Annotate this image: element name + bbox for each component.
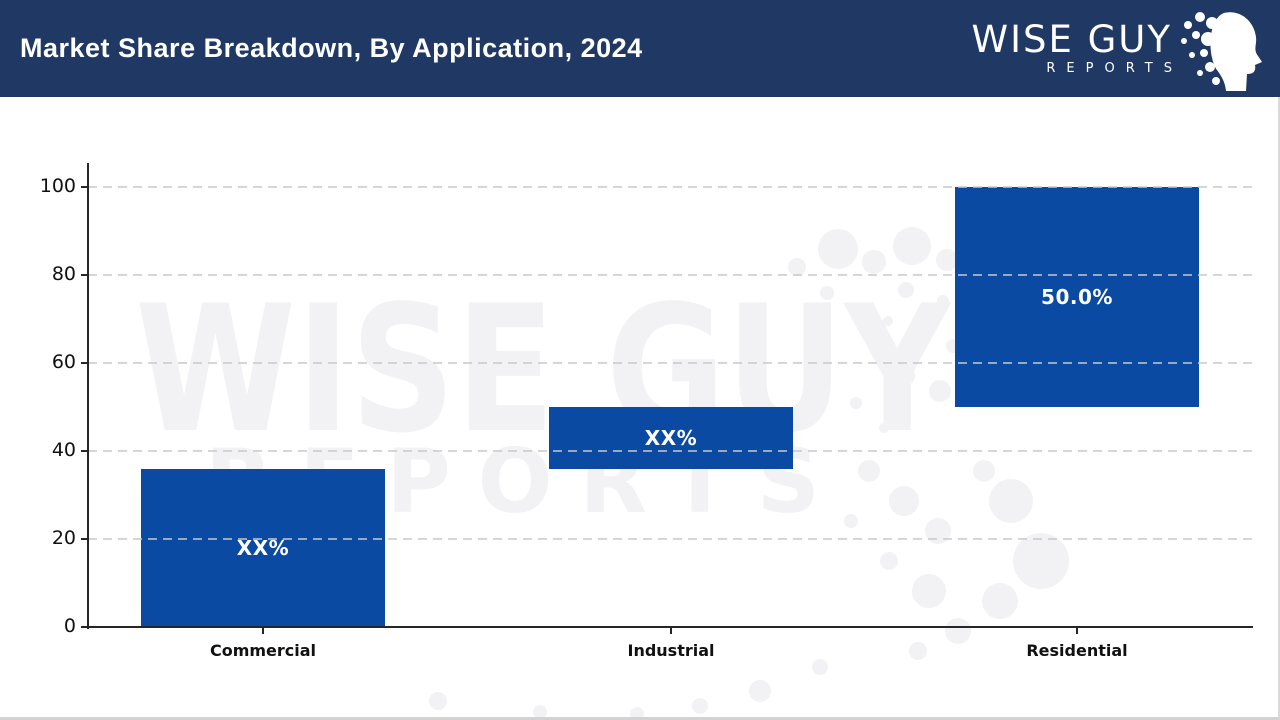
bar-value-label: XX%	[644, 425, 698, 450]
x-axis-line	[87, 626, 1253, 628]
logo-wordmark: WISE GUY	[971, 18, 1172, 61]
bar-industrial: XX%	[549, 407, 793, 469]
chart-area: WISE GUY REPORTS XX%XX%50	[0, 97, 1280, 720]
bar-value-label: 50.0%	[1041, 285, 1113, 309]
y-tick-mark	[81, 186, 88, 188]
gridline-80	[88, 274, 1253, 276]
chart-title: Market Share Breakdown, By Application, …	[20, 33, 643, 63]
logo-subtext: REPORTS	[1046, 61, 1183, 76]
y-tick-label: 0	[63, 615, 76, 637]
gridline-60	[88, 362, 1253, 364]
y-tick-mark	[81, 626, 88, 628]
x-tick-mark	[262, 627, 264, 634]
y-tick-mark	[81, 450, 88, 452]
gridline-20	[88, 538, 1253, 540]
y-tick-label: 40	[51, 439, 76, 461]
y-tick-mark	[81, 538, 88, 540]
header: Market Share Breakdown, By Application, …	[0, 0, 1280, 97]
y-tick-label: 60	[51, 351, 76, 373]
category-label-residential: Residential	[1026, 641, 1128, 660]
gridline-40	[88, 450, 1253, 452]
logo: WISE GUY REPORTS	[972, 7, 1262, 91]
y-axis-line	[87, 163, 89, 629]
logo-text: WISE GUY REPORTS	[972, 21, 1172, 76]
y-tick-mark	[81, 362, 88, 364]
y-tick-label: 20	[51, 527, 76, 549]
bar-residential: 50.0%	[955, 187, 1199, 407]
bar-commercial: XX%	[141, 468, 385, 627]
watermark-wordmark: WISE GUY	[135, 269, 952, 472]
y-tick-label: 100	[39, 175, 76, 197]
x-tick-mark	[670, 627, 672, 634]
x-tick-mark	[1076, 627, 1078, 634]
y-tick-mark	[81, 274, 88, 276]
category-label-industrial: Industrial	[627, 641, 715, 660]
logo-face-icon	[1181, 11, 1262, 91]
category-label-commercial: Commercial	[209, 641, 317, 660]
gridline-100	[88, 186, 1253, 188]
y-tick-label: 80	[51, 263, 76, 285]
